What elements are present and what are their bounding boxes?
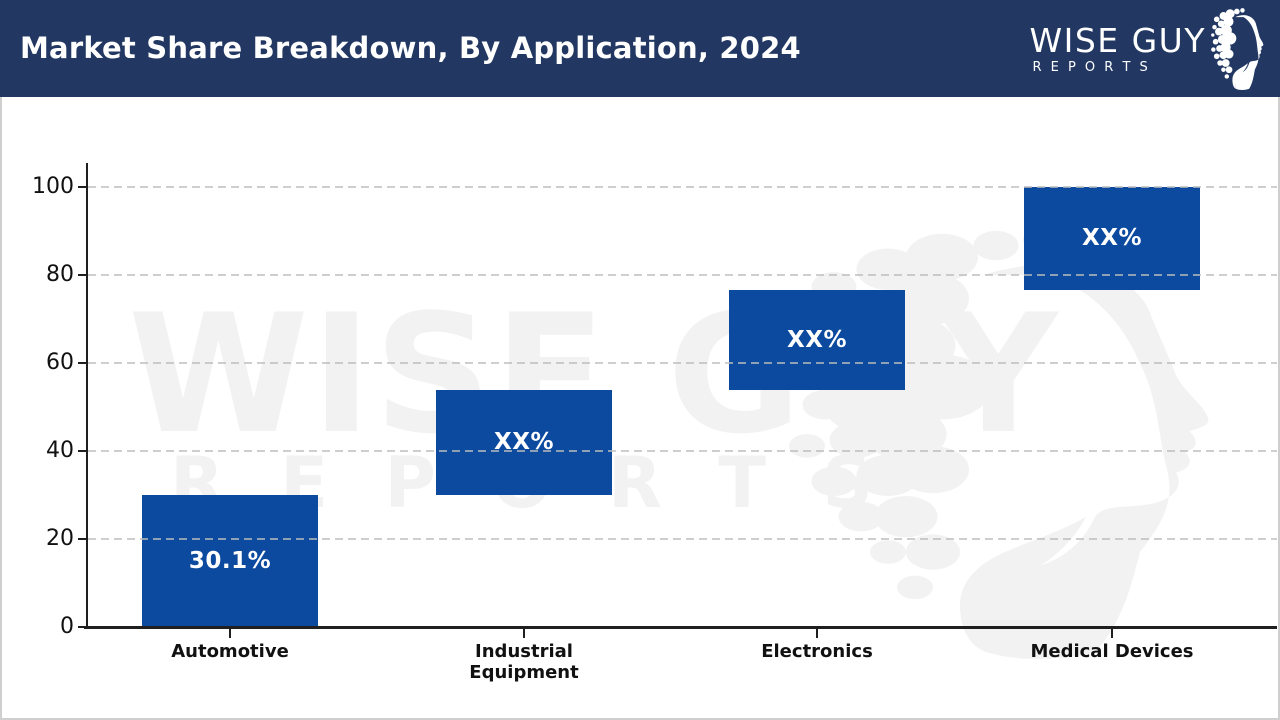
brand-name: WISE GUY (1029, 20, 1206, 60)
header-bar: Market Share Breakdown, By Application, … (0, 0, 1280, 97)
bar-medical-devices: XX% (1024, 187, 1200, 290)
y-tick-mark-60 (78, 362, 87, 364)
x-tick-label-electronics: Electronics (761, 641, 873, 662)
x-tick-mark-2 (816, 629, 818, 638)
y-tick-mark-40 (78, 450, 87, 452)
page-border-left (0, 97, 2, 720)
brand-subtitle: R E P O R T S (1032, 59, 1151, 75)
brand-logo-text: WISE GUY R E P O R T S (1029, 24, 1206, 74)
y-axis-line (86, 163, 88, 629)
page-border-bottom (0, 718, 1280, 720)
gridline-y-100 (88, 186, 1277, 188)
page-title: Market Share Breakdown, By Application, … (20, 30, 801, 65)
bar-electronics: XX% (729, 289, 905, 391)
gridline-y-60 (88, 362, 1277, 364)
x-tick-label-industrial-equipment: Industrial Equipment (469, 641, 579, 683)
x-tick-mark-3 (1111, 629, 1113, 638)
x-axis-line (84, 626, 1277, 629)
bar-value-label: XX% (1081, 225, 1142, 252)
y-tick-label-0: 0 (60, 614, 74, 639)
bar-value-label: XX% (786, 327, 847, 354)
x-tick-mark-1 (523, 629, 525, 638)
bar-automotive: 30.1% (142, 494, 318, 627)
wiseguy-head-icon (1211, 7, 1264, 90)
y-tick-mark-20 (78, 538, 87, 540)
gridline-y-20 (88, 538, 1277, 540)
gridline-y-40 (88, 450, 1277, 452)
y-tick-mark-80 (78, 274, 87, 276)
y-tick-label-100: 100 (32, 174, 74, 199)
x-tick-label-automotive: Automotive (171, 641, 289, 662)
y-tick-label-80: 80 (46, 262, 74, 287)
page-border-right (1278, 97, 1280, 720)
bar-industrial-equipment: XX% (436, 390, 612, 495)
y-tick-label-20: 20 (46, 526, 74, 551)
brand-logo: WISE GUY R E P O R T S (1029, 7, 1266, 91)
x-tick-label-medical-devices: Medical Devices (1030, 641, 1194, 662)
y-tick-label-40: 40 (46, 438, 74, 463)
y-tick-label-60: 60 (46, 350, 74, 375)
y-tick-mark-100 (78, 186, 87, 188)
x-tick-mark-0 (229, 629, 231, 638)
gridline-y-80 (88, 274, 1277, 276)
y-tick-mark-0 (78, 626, 87, 628)
bar-value-label: 30.1% (188, 547, 272, 574)
